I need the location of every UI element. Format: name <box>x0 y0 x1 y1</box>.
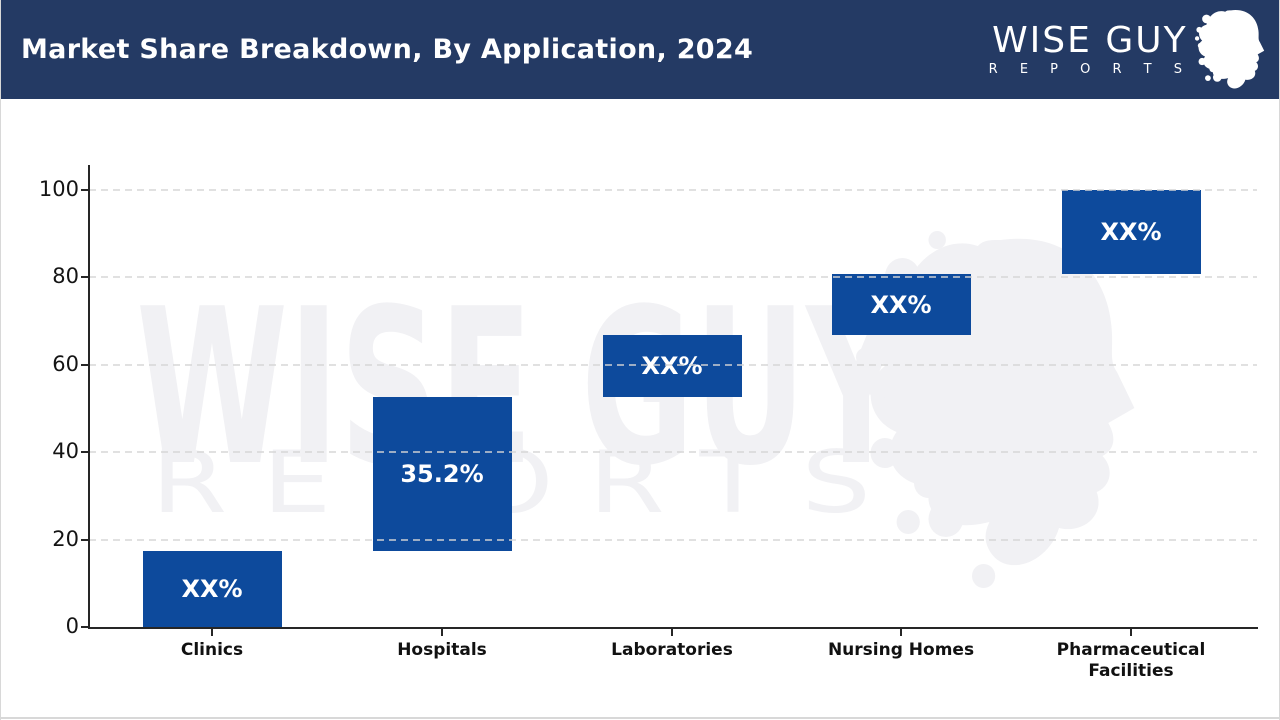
x-tick-mark <box>900 629 902 636</box>
logo-text: WISE GUY R E P O R T S <box>989 22 1191 78</box>
y-tick-label: 60 <box>52 351 79 376</box>
bar-segment: 35.2% <box>372 397 512 552</box>
x-tick-label: Hospitals <box>397 640 487 660</box>
bar-value-label: XX% <box>1100 217 1162 246</box>
bar-value-label: XX% <box>181 575 243 604</box>
bar-segment: XX% <box>142 551 282 627</box>
x-axis-line <box>88 627 1258 629</box>
y-tick-label: 100 <box>38 176 79 201</box>
y-tick-mark <box>81 626 89 628</box>
y-tick-label: 0 <box>65 614 79 638</box>
gridline <box>89 451 1257 453</box>
bar-value-label: XX% <box>870 290 932 319</box>
gridline <box>89 363 1257 366</box>
y-tick-label: 80 <box>52 264 79 288</box>
logo-wordmark: WISE GUY <box>992 20 1188 61</box>
x-tick-mark <box>211 629 213 636</box>
x-tick-label: Nursing Homes <box>827 640 975 660</box>
bottom-border <box>1 717 1279 719</box>
x-tick-mark <box>1130 629 1132 636</box>
y-tick-label: 20 <box>52 526 79 551</box>
x-tick-label: Laboratories <box>611 640 733 660</box>
bar-value-label: XX% <box>641 352 703 381</box>
header-bar: Market Share Breakdown, By Application, … <box>1 0 1279 99</box>
gridline <box>89 276 1257 278</box>
logo-subtext: R E P O R T S <box>988 62 1191 77</box>
bar-segment: XX% <box>602 334 742 398</box>
chart-title: Market Share Breakdown, By Application, … <box>21 34 754 65</box>
logo-head-icon <box>1194 10 1265 89</box>
y-tick-mark <box>81 188 89 191</box>
gridline <box>89 538 1257 541</box>
y-axis-line <box>88 165 90 629</box>
y-tick-mark <box>81 363 89 366</box>
x-tick-mark <box>441 629 443 636</box>
bar-segment: XX% <box>831 274 971 335</box>
bar-segment: XX% <box>1061 189 1201 275</box>
bar-value-label: 35.2% <box>400 460 484 489</box>
x-tick-label: Pharmaceutical Facilities <box>1056 640 1206 681</box>
wiseguy-logo: WISE GUY R E P O R T S <box>989 4 1269 96</box>
gridline <box>89 188 1257 191</box>
y-tick-label: 40 <box>52 439 79 463</box>
y-tick-mark <box>81 451 89 453</box>
watermark-wordmark: WISE GUY <box>136 262 907 513</box>
y-tick-mark <box>81 538 89 541</box>
x-tick-label: Clinics <box>180 640 244 660</box>
x-tick-mark <box>671 629 673 636</box>
y-tick-mark <box>81 276 89 278</box>
